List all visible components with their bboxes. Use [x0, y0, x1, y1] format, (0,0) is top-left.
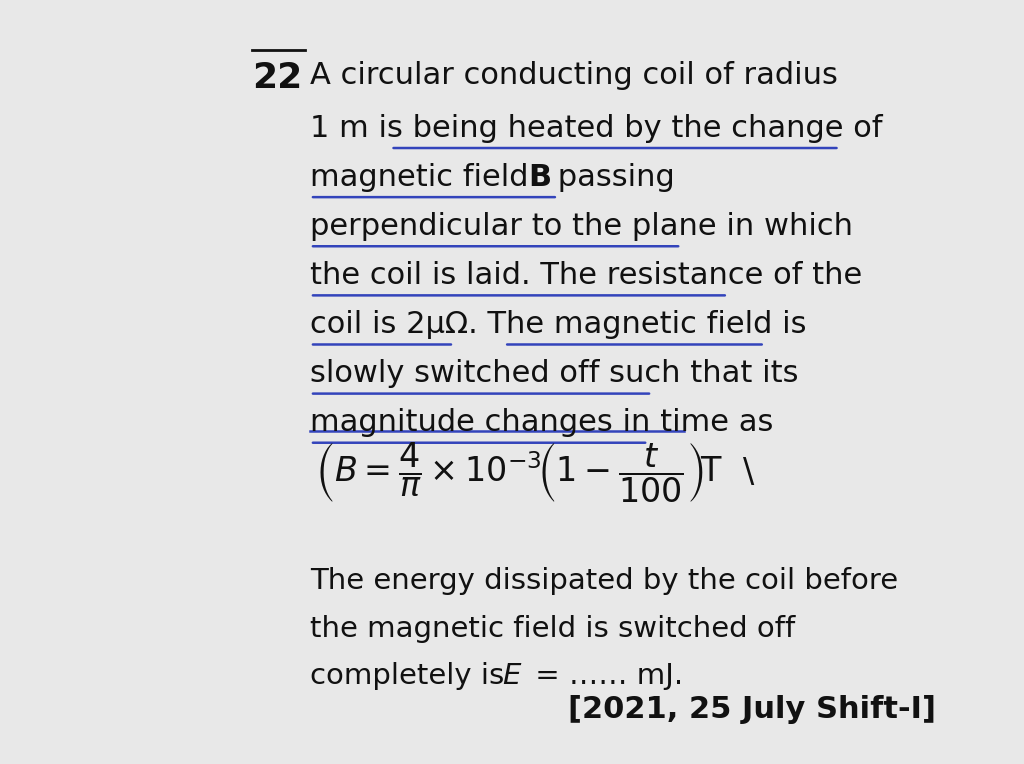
Text: = …… mJ.: = …… mJ.: [525, 662, 683, 690]
Text: coil is 2μΩ. The magnetic field is: coil is 2μΩ. The magnetic field is: [310, 310, 807, 339]
Text: $\backslash$: $\backslash$: [742, 456, 756, 489]
Text: The energy dissipated by the coil before: The energy dissipated by the coil before: [310, 567, 898, 595]
Text: B: B: [528, 163, 552, 192]
Text: slowly switched off such that its: slowly switched off such that its: [310, 359, 799, 388]
Text: magnetic field: magnetic field: [310, 163, 539, 192]
Text: completely is: completely is: [310, 662, 514, 690]
Text: magnitude changes in time as: magnitude changes in time as: [310, 409, 773, 438]
Text: [2021, 25 July Shift-I]: [2021, 25 July Shift-I]: [568, 694, 937, 724]
Text: A circular conducting coil of radius: A circular conducting coil of radius: [310, 61, 838, 90]
Text: perpendicular to the plane in which: perpendicular to the plane in which: [310, 212, 853, 241]
Text: $\left(B = \dfrac{4}{\pi} \times 10^{-3}\!\left(1 - \dfrac{t}{100}\right)\!\math: $\left(B = \dfrac{4}{\pi} \times 10^{-3}…: [315, 441, 723, 505]
Text: 1 m is being heated by the change of: 1 m is being heated by the change of: [310, 114, 883, 143]
Text: the magnetic field is switched off: the magnetic field is switched off: [310, 615, 796, 643]
Text: the coil is laid. The resistance of the: the coil is laid. The resistance of the: [310, 261, 862, 290]
Text: $E$: $E$: [503, 662, 522, 690]
Text: passing: passing: [548, 163, 675, 192]
Text: 22: 22: [252, 61, 302, 95]
